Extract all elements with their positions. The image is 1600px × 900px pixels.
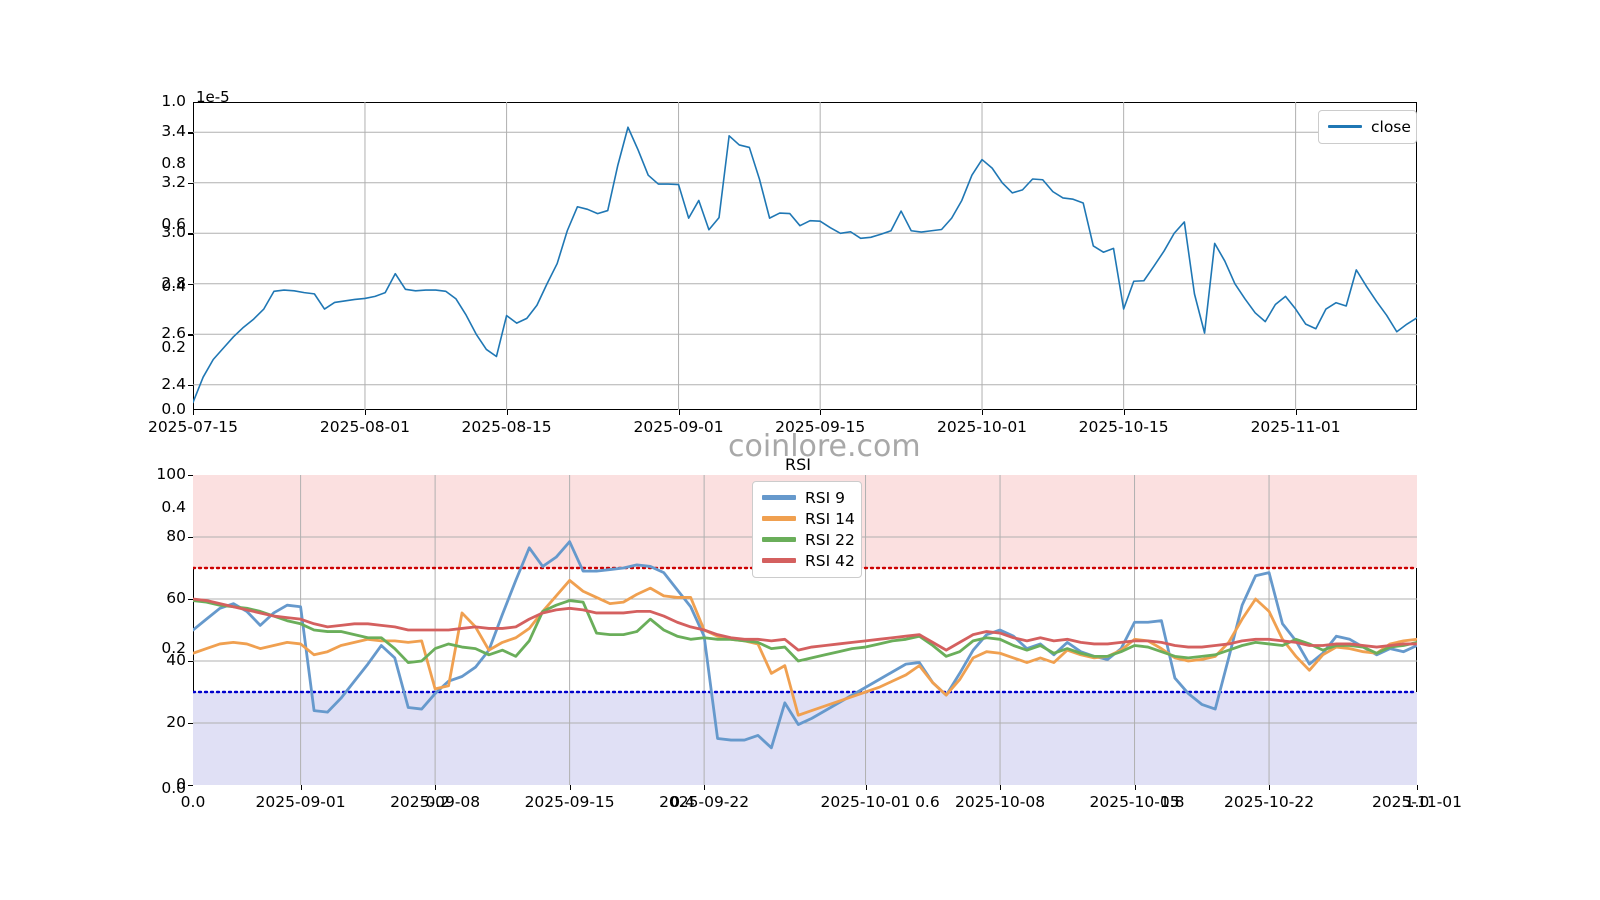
legend-label: RSI 14 <box>805 509 855 528</box>
legend-swatch-icon <box>762 537 796 542</box>
price-legend[interactable]: close <box>1318 110 1417 144</box>
x-tick-label: 2025-08-15 <box>461 418 552 436</box>
rsi-x-tick-label: 2025-09-22 <box>659 793 750 811</box>
rsi-chart-panel: RSI 100 80 60 40 20 0 0.4 0.2 0.0 2025-09-01 202… <box>0 455 1600 900</box>
rsi-y-tick-mark <box>188 599 193 601</box>
y-tick-label: 3.0 <box>161 223 186 242</box>
legend-swatch-icon <box>762 516 796 521</box>
legend-swatch-icon <box>762 495 796 500</box>
rsi-x-tick-label: 2025-09-01 <box>255 793 346 811</box>
x-tick-mark <box>506 410 508 415</box>
y-tick-mark <box>188 384 193 387</box>
x-tick-mark <box>1295 410 1297 415</box>
x-tick-label: 2025-07-15 <box>147 418 239 436</box>
legend-label: close <box>1371 117 1411 136</box>
y-tick-label: 2.4 <box>161 374 186 393</box>
legend-item[interactable]: close <box>1328 116 1411 137</box>
x-tick-mark <box>364 410 367 415</box>
rsi-x-tick-mark <box>300 785 302 790</box>
rsi-y-tick-label-overlay: 0.4 <box>161 498 186 516</box>
rsi-y-tick-mark <box>188 661 193 663</box>
rsi-x-tick-label: 2025-10-22 <box>1223 793 1315 811</box>
legend-label: RSI 9 <box>805 488 845 507</box>
rsi-y-tick-label-overlay: 0.0 <box>161 779 186 797</box>
y-tick-label-overlay: 0.8 <box>161 153 186 172</box>
rsi-x-tick-label: 2025-11-01 <box>1371 793 1463 811</box>
rsi-y-tick-label: 40 <box>166 651 186 669</box>
rsi-y-tick-mark <box>188 475 193 477</box>
rsi-x-tick-label-overlay: 0.6 <box>915 793 940 811</box>
rsi-x-tick-label: 2025-09-08 <box>390 793 481 811</box>
rsi-legend[interactable]: RSI 9 RSI 14 RSI 22 RSI 42 <box>752 481 862 578</box>
y-tick-label-overlay: 0.4 <box>161 276 186 295</box>
rsi-y-tick-label: 20 <box>166 713 186 731</box>
x-tick-label: 2025-11-01 <box>1250 418 1341 436</box>
y-tick-label: 3.4 <box>161 122 186 141</box>
x-tick-label: 2025-09-15 <box>775 418 866 436</box>
legend-item[interactable]: RSI 14 <box>762 508 855 529</box>
legend-swatch-icon <box>1328 125 1362 128</box>
rsi-y-tick-mark <box>188 723 193 725</box>
y-tick-mark <box>188 233 193 235</box>
price-y-offset-label: 1e-5 <box>196 88 230 106</box>
rsi-x-tick-label: 2025-09-15 <box>524 793 615 811</box>
rsi-x-tick-label-overlay: 0.2 <box>425 793 451 811</box>
price-chart-panel: 1e-5 3.4 3.2 3.0 2.8 2.6 2.4 1.0 0.8 0.6 0.4 0.2 0… <box>147 88 1417 436</box>
rsi-x-tick-mark <box>569 785 571 790</box>
watermark: coinlore.com <box>728 429 921 464</box>
rsi-x-tick-mark <box>1134 785 1136 790</box>
legend-label: RSI 42 <box>805 551 855 570</box>
y-tick-label-overlay: 0.0 <box>161 400 186 418</box>
x-tick-label: 2025-09-01 <box>633 418 724 436</box>
rsi-x-tick-label: 2025-10-08 <box>954 793 1046 811</box>
rsi-x-tick-mark <box>1000 785 1002 790</box>
rsi-x-tick-label: 2025-10-01 <box>820 793 911 811</box>
y-tick-label: 2.8 <box>161 273 186 292</box>
rsi-y-tick-label-overlay: 0.2 <box>161 639 186 657</box>
y-tick-label-overlay: 0.2 <box>161 338 186 357</box>
x-tick-mark <box>193 410 195 415</box>
y-tick-label-overlay: 0.6 <box>161 215 186 234</box>
rsi-x-tick-label: 2025-10-15 <box>1089 793 1180 811</box>
y-tick-mark <box>188 182 193 185</box>
rsi-x-tick-mark <box>435 785 437 790</box>
rsi-x-tick-mark <box>1269 785 1271 790</box>
legend-item[interactable]: RSI 42 <box>762 550 855 571</box>
rsi-y-tick-mark <box>188 537 193 539</box>
rsi-x-tick-label-overlay: 1.0 <box>1404 793 1430 811</box>
y-tick-label: 2.6 <box>161 324 186 343</box>
y-tick-label-overlay: 1.0 <box>161 92 186 110</box>
rsi-x-tick-mark <box>704 785 706 790</box>
rsi-x-tick-mark <box>1417 785 1419 790</box>
x-tick-mark <box>982 410 984 415</box>
legend-item[interactable]: RSI 22 <box>762 529 855 550</box>
x-tick-label: 2025-10-15 <box>1078 418 1169 436</box>
rsi-title: RSI <box>785 455 811 474</box>
y-tick-mark <box>188 132 193 134</box>
rsi-y-tick-label: 80 <box>166 527 186 545</box>
x-tick-mark <box>820 410 822 415</box>
rsi-x-tick-label-overlay: 0.8 <box>1159 793 1185 811</box>
rsi-x-tick-mark <box>865 785 867 790</box>
y-tick-mark <box>188 334 193 336</box>
rsi-y-tick-label: 0 <box>176 775 186 793</box>
rsi-y-tick-label: 60 <box>166 589 186 607</box>
x-tick-mark <box>1123 410 1125 415</box>
rsi-y-tick-mark <box>188 785 193 787</box>
price-plot-svg <box>193 102 1417 410</box>
price-plot-frame <box>193 102 1417 410</box>
legend-item[interactable]: RSI 9 <box>762 487 852 508</box>
y-tick-label: 3.2 <box>161 172 186 191</box>
y-tick-mark <box>188 283 193 286</box>
rsi-x-tick-label-overlay: 0.0 <box>180 793 206 811</box>
x-tick-label: 2025-10-01 <box>936 418 1028 436</box>
x-tick-label: 2025-08-01 <box>319 418 410 436</box>
legend-swatch-icon <box>762 558 796 563</box>
rsi-y-tick-label: 100 <box>156 465 186 483</box>
legend-label: RSI 22 <box>805 530 855 549</box>
x-tick-mark <box>678 410 680 415</box>
rsi-x-tick-label-overlay: 0.4 <box>670 793 695 811</box>
